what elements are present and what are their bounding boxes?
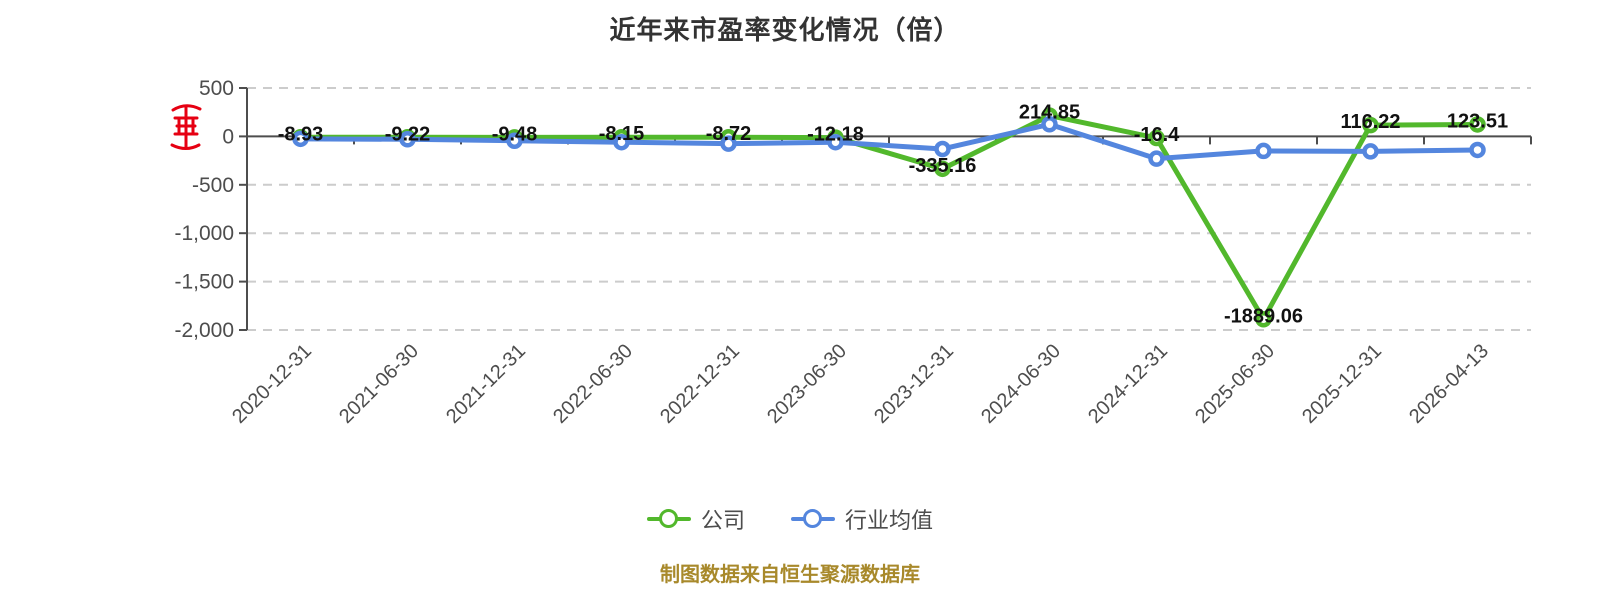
legend-item-industry[interactable]: 行业均值 xyxy=(791,503,933,535)
x-axis-label: 2021-12-31 xyxy=(442,340,530,428)
y-axis-label: 0 xyxy=(222,125,234,148)
data-label: 116.22 xyxy=(1340,111,1400,133)
company-point-6 xyxy=(934,160,951,178)
data-label: -9.48 xyxy=(492,123,538,145)
x-axis-label: 2021-06-30 xyxy=(335,340,423,428)
x-axis-label: 2025-06-30 xyxy=(1191,340,1279,428)
legend-label-company: 公司 xyxy=(700,508,745,533)
industry-point-0 xyxy=(292,130,309,148)
x-axis-label: 2024-06-30 xyxy=(977,340,1065,428)
data-label: -1889.06 xyxy=(1224,305,1303,327)
industry-point-7 xyxy=(1041,116,1058,133)
industry-point-2 xyxy=(506,132,523,150)
industry-point-5 xyxy=(827,133,844,151)
y-axis-label: -1,000 xyxy=(174,222,234,245)
chart-legend: 公司 行业均值 xyxy=(0,503,1580,535)
data-label: -12.18 xyxy=(807,124,864,146)
data-source-note: 制图数据来自恒生聚源数据库 xyxy=(660,564,920,586)
data-label: -8.15 xyxy=(599,123,645,145)
industry-point-8 xyxy=(1148,150,1165,167)
data-label: 214.85 xyxy=(1019,102,1080,124)
industry-point-9 xyxy=(1255,142,1272,160)
data-label: -8.72 xyxy=(706,123,752,145)
data-label: -9.22 xyxy=(385,123,431,145)
company-point-11 xyxy=(1469,116,1486,133)
chart-title: 近年来市盈率变化情况（倍） xyxy=(609,15,961,45)
industry-series-line xyxy=(298,121,1480,162)
legend-label-industry: 行业均值 xyxy=(845,508,934,533)
x-axis-label: 2023-06-30 xyxy=(763,340,851,428)
y-axis-label: 500 xyxy=(199,77,234,100)
red-seal-stamp-icon xyxy=(170,104,202,150)
industry-point-3 xyxy=(613,133,630,151)
industry-point-11 xyxy=(1469,141,1486,159)
y-axis-label: -1,500 xyxy=(174,271,234,294)
data-label: 123.51 xyxy=(1447,110,1508,132)
industry-point-1 xyxy=(399,131,416,148)
company-line-marker-icon xyxy=(646,508,691,530)
data-label: -16.4 xyxy=(1134,124,1180,146)
x-axis-label: 2026-04-13 xyxy=(1405,340,1493,428)
x-axis-label: 2022-12-31 xyxy=(656,340,744,428)
company-series-line xyxy=(298,113,1480,322)
legend-item-company[interactable]: 公司 xyxy=(646,503,745,535)
industry-point-10 xyxy=(1362,143,1379,160)
company-point-9 xyxy=(1255,311,1272,328)
y-axis-label: -2,000 xyxy=(174,319,234,342)
y-axis-label: -500 xyxy=(192,174,234,197)
company-point-10 xyxy=(1362,116,1379,134)
x-axis-label: 2025-12-31 xyxy=(1298,340,1386,428)
industry-point-6 xyxy=(934,140,951,158)
data-label: -335.16 xyxy=(909,155,977,177)
x-axis-label: 2023-12-31 xyxy=(870,340,958,428)
x-axis-label: 2024-12-31 xyxy=(1084,340,1172,428)
company-point-8 xyxy=(1148,129,1165,147)
industry-point-4 xyxy=(720,135,737,152)
data-label: -8.93 xyxy=(278,123,324,145)
x-axis-label: 2020-12-31 xyxy=(228,340,316,428)
x-axis-label: 2022-06-30 xyxy=(549,340,637,428)
industry-line-marker-icon xyxy=(791,508,835,530)
